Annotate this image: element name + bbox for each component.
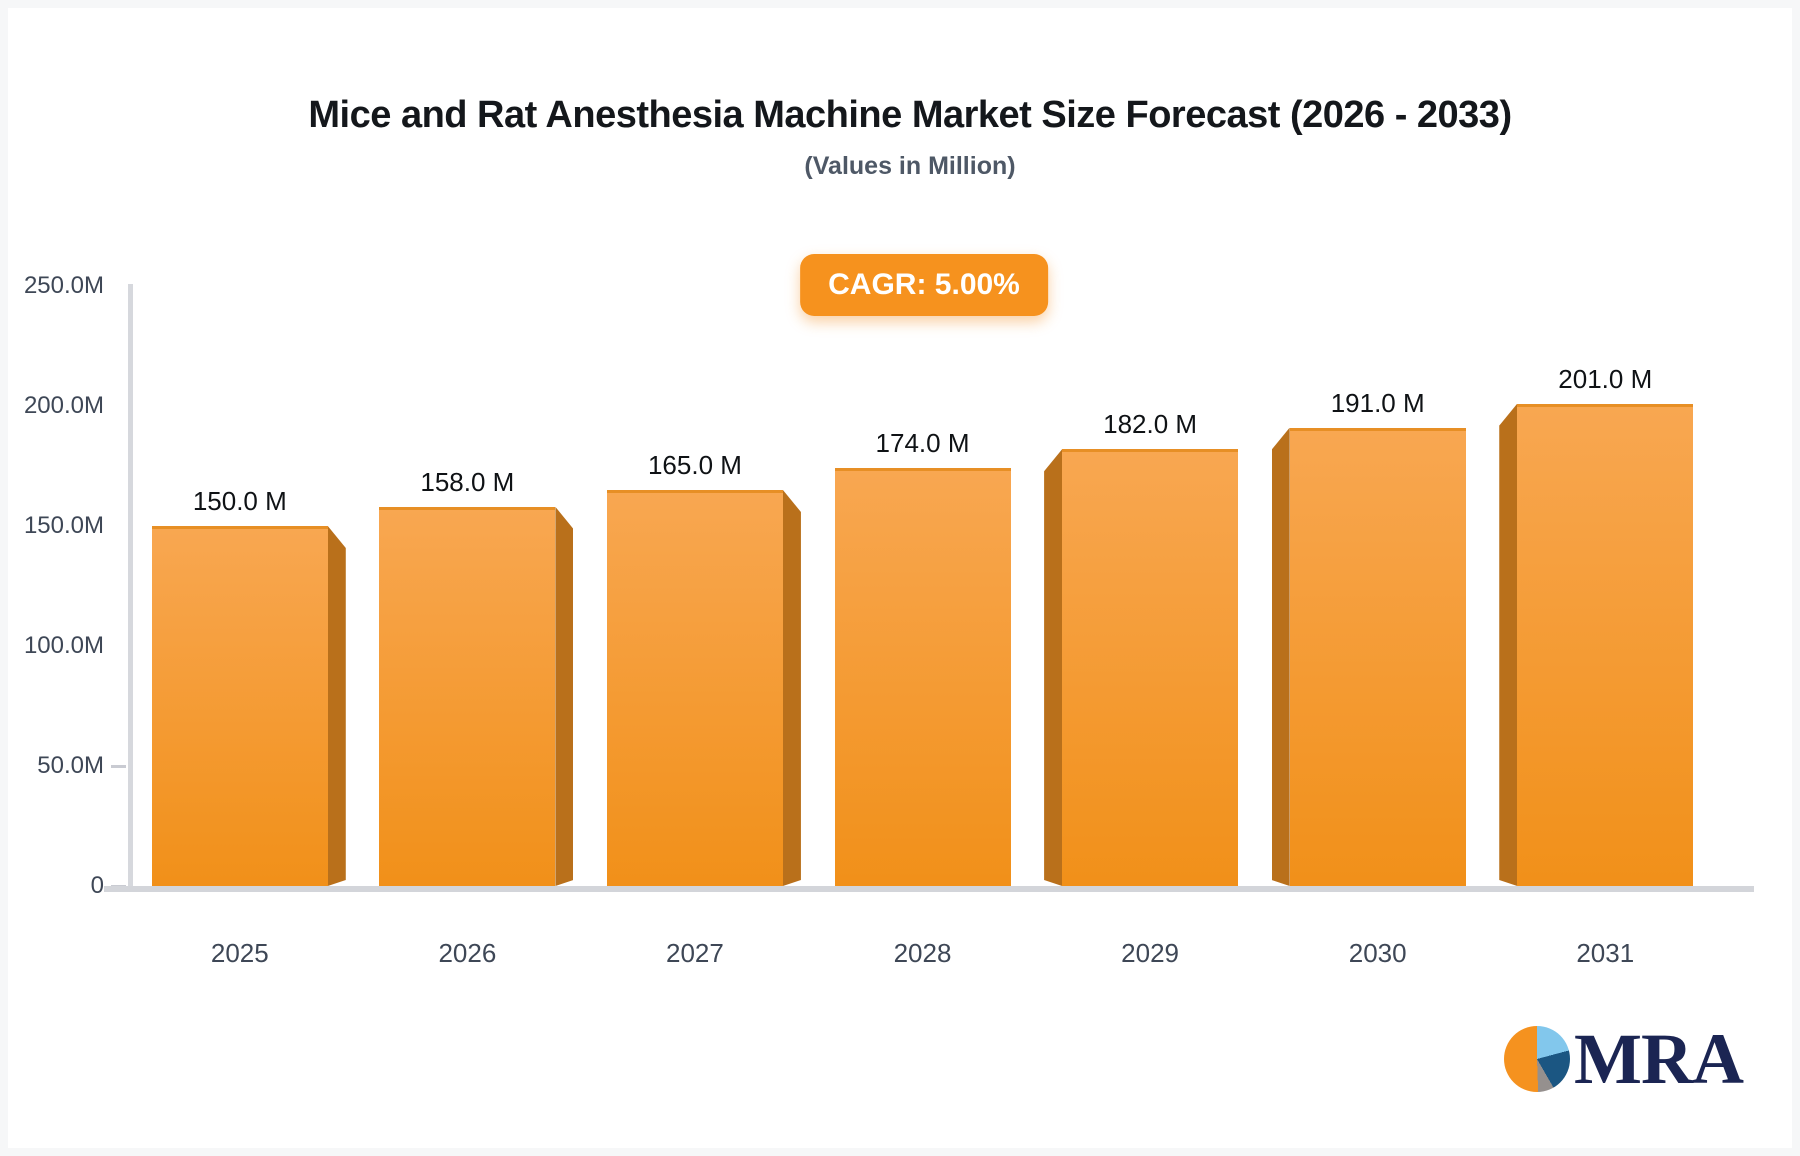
bar-column: 182.0 M [1036,409,1264,886]
bar-column: 191.0 M [1264,388,1492,886]
x-axis-label: 2027 [666,938,724,968]
x-axis-label: 2028 [893,938,952,968]
x-axis-label: 2026 [438,938,497,968]
bar-3d-side [555,507,573,886]
bar-3d-side [1272,428,1290,886]
bar-value-label: 201.0 M [1558,363,1653,394]
bar-3d-side [1499,404,1517,886]
bar-value-label: 165.0 M [647,450,742,480]
bar-value-label: 174.0 M [875,428,970,459]
y-axis-tick-label: 200.0M [23,392,104,419]
x-axis-label: 2030 [1348,938,1407,968]
chart-title: Mice and Rat Anesthesia Machine Market S… [308,94,1512,136]
bar-face [1517,403,1694,886]
bar-face [379,506,556,886]
bar-face [1062,449,1239,886]
brand-logo-text: MRA [1574,1019,1744,1099]
bar-value-label: 150.0 M [192,486,287,516]
bar-column: 150.0 M [126,486,354,886]
chart-subtitle: (Values in Million) [804,152,1016,180]
bar-value-label: 191.0 M [1330,387,1425,418]
bars-area: 150.0 M 158.0 M 165.0 M 174.0 M 182.0 M 191.0… [126,0,1719,886]
bar-face [834,468,1011,886]
bar-column: 158.0 M [354,467,582,886]
x-axis-label: 2029 [1121,938,1180,968]
brand-logo: MRA [1504,1019,1744,1099]
y-axis-tick-label: 50.0M [37,752,104,779]
y-axis-tick-mark [111,764,126,768]
bar-3d-side [783,490,801,886]
x-axis-line [104,886,1754,892]
bar-value-label: 182.0 M [1103,409,1198,440]
bar[interactable] [379,506,573,886]
bar-face [606,490,783,886]
bar[interactable] [151,526,346,886]
bar[interactable] [1272,427,1466,886]
y-axis-tick-label: 0 [90,872,104,899]
bar-face [1289,427,1466,886]
x-axis-label: 2025 [210,938,269,968]
cagr-badge: CAGR: 5.00% [800,254,1048,316]
bar-column: 201.0 M [1491,364,1719,886]
y-axis-line [128,284,133,892]
bar[interactable] [834,468,1011,886]
y-axis-tick-label: 150.0M [23,512,104,539]
pie-chart-logo-icon [1504,1026,1570,1092]
bar-face [151,526,328,886]
bar[interactable] [1044,449,1239,886]
bar-value-label: 158.0 M [420,466,515,497]
y-axis-tick-label: 250.0M [23,272,104,299]
bar-3d-side [328,526,346,886]
x-axis-label: 2031 [1576,938,1635,968]
bar[interactable] [1499,403,1694,886]
bar-3d-side [1044,449,1062,886]
bar[interactable] [606,490,801,886]
bar-column: 165.0 M [581,450,809,886]
bar-column: 174.0 M [809,428,1037,886]
x-axis-labels: 2025 2026 2027 2028 2029 2030 2031 [126,938,1719,969]
y-axis-tick-label: 100.0M [23,632,104,659]
